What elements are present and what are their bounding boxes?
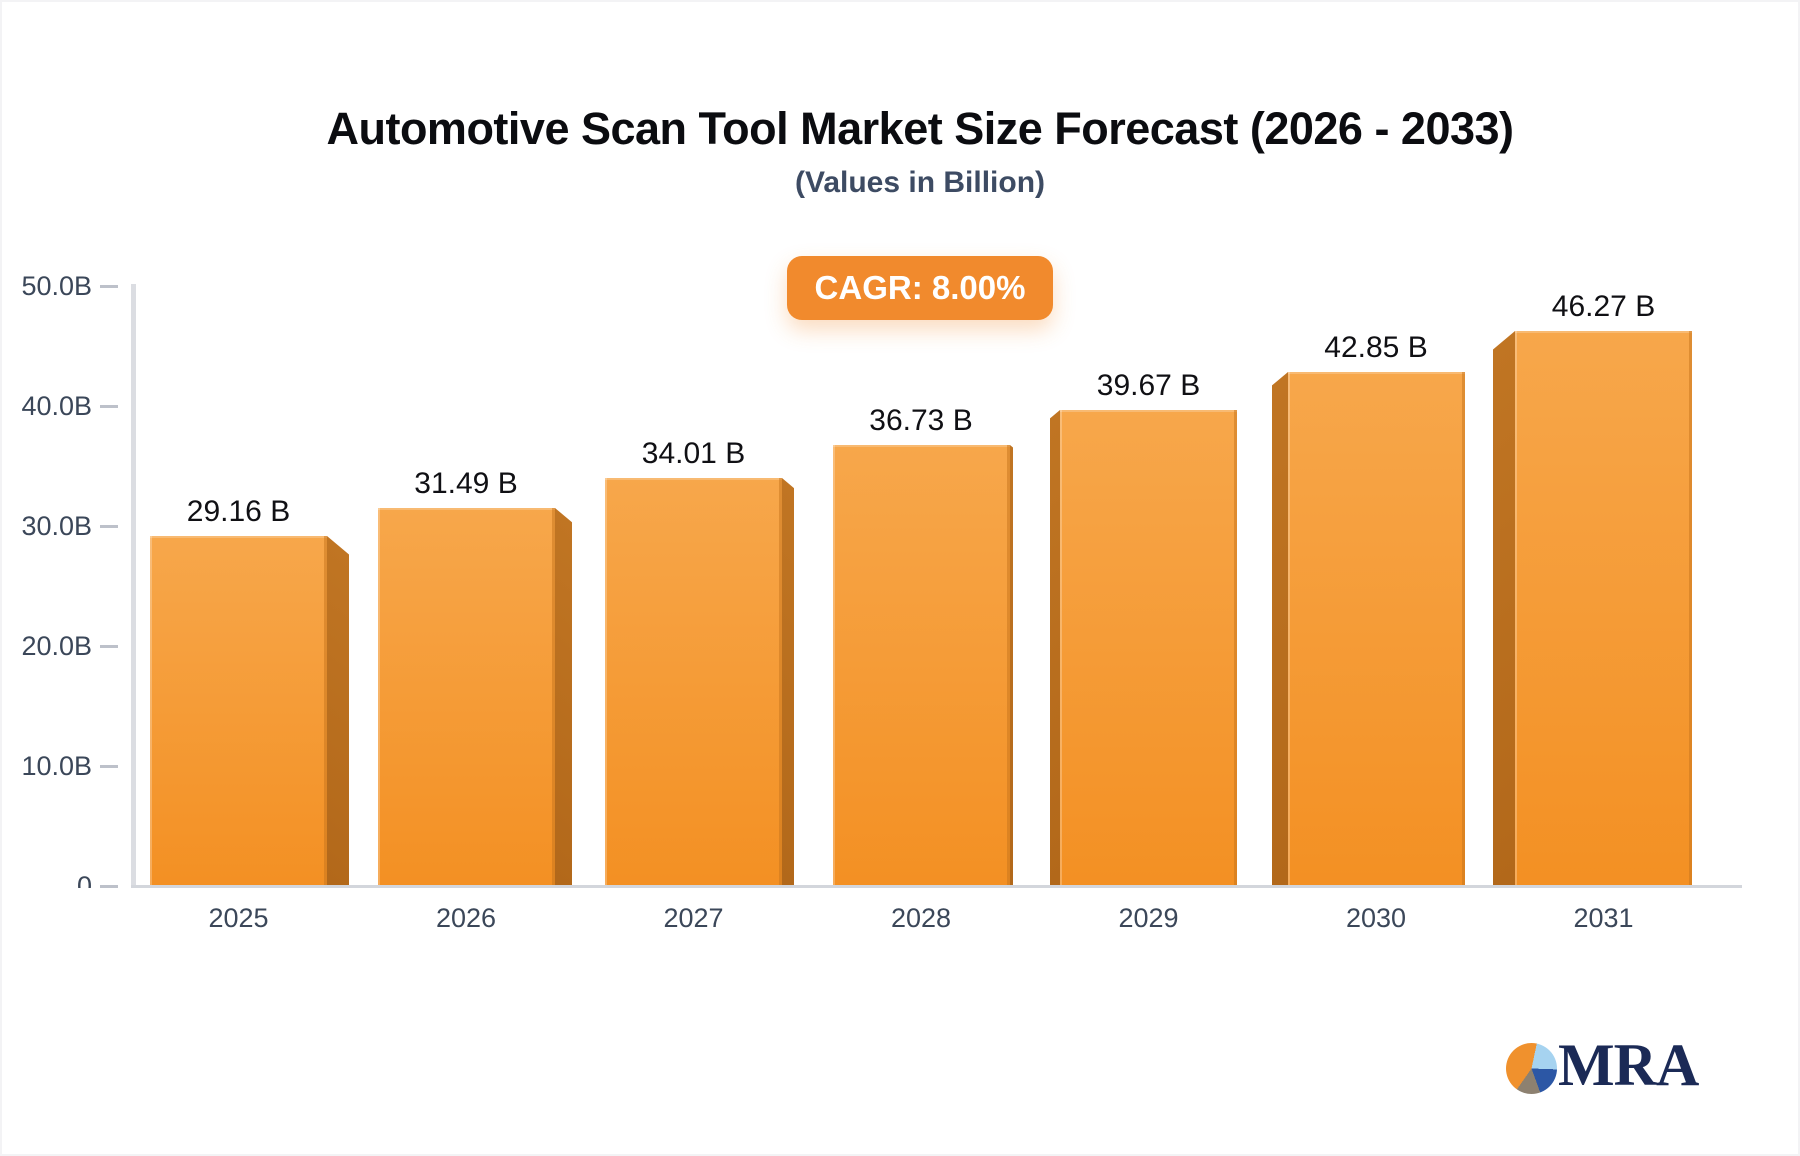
bar-side-face [1050,409,1060,888]
bar-value-label: 46.27 B [1551,289,1656,323]
y-tick-mark [100,765,118,768]
bar-2027 [605,477,782,886]
pie-chart-logo-icon [1506,1043,1557,1094]
plot-area: 29.16 B 31.49 B 34.01 B 36.73 B 39.67 B 42.85… [21,271,1742,888]
x-tick-label-2031: 2031 [1573,903,1634,933]
y-tick-label: 30.0B [21,511,92,541]
bar-side-face [1493,330,1515,888]
bar-side-face [327,536,349,888]
x-tick-label-2028: 2028 [890,903,952,933]
cagr-badge: CAGR: 8.00% [787,256,1053,320]
bar-side-face [1009,445,1013,888]
bar-side-face [1271,371,1288,888]
y-tick-mark [100,645,118,648]
y-tick-label: 0 [76,871,92,888]
brand-logo-text: MRA [1558,1032,1699,1098]
y-tick-mark [100,525,118,528]
y-tick-mark [100,405,118,408]
y-tick-label: 50.0B [21,271,92,301]
bar-value-label: 36.73 B [869,404,973,438]
bar-side-face [782,477,794,888]
chart-subtitle: (Values in Billion) [794,166,1046,199]
y-tick-mark [100,285,118,288]
y-tick-label: 10.0B [21,751,92,781]
bar-2030 [1287,371,1465,886]
bar-side-face [554,508,572,888]
bar-value-label: 34.01 B [641,436,746,470]
bar-2028 [832,445,1010,886]
x-tick-label-2026: 2026 [435,903,497,933]
bar-2031 [1515,330,1692,886]
y-tick-label: 20.0B [21,631,92,661]
bar-value-label: 39.67 B [1096,368,1201,402]
bar-2029 [1060,409,1237,886]
bar-2025 [150,536,327,886]
bar-value-label: 31.49 B [414,467,518,501]
x-tick-label-2027: 2027 [663,903,724,933]
x-tick-label-2025: 2025 [208,903,269,933]
x-tick-label-2029: 2029 [1118,903,1179,933]
y-axis-line [131,284,136,888]
y-tick-mark [100,885,118,888]
bar-value-label: 42.85 B [1324,330,1428,364]
x-tick-label-2030: 2030 [1345,903,1407,933]
bar-value-label: 29.16 B [186,495,291,529]
x-axis-baseline [131,885,1742,888]
brand-logo: MRA [1504,1028,1784,1108]
y-tick-label: 40.0B [21,391,92,421]
bar-2026 [377,508,555,886]
chart-title: Automotive Scan Tool Market Size Forecas… [326,103,1514,154]
